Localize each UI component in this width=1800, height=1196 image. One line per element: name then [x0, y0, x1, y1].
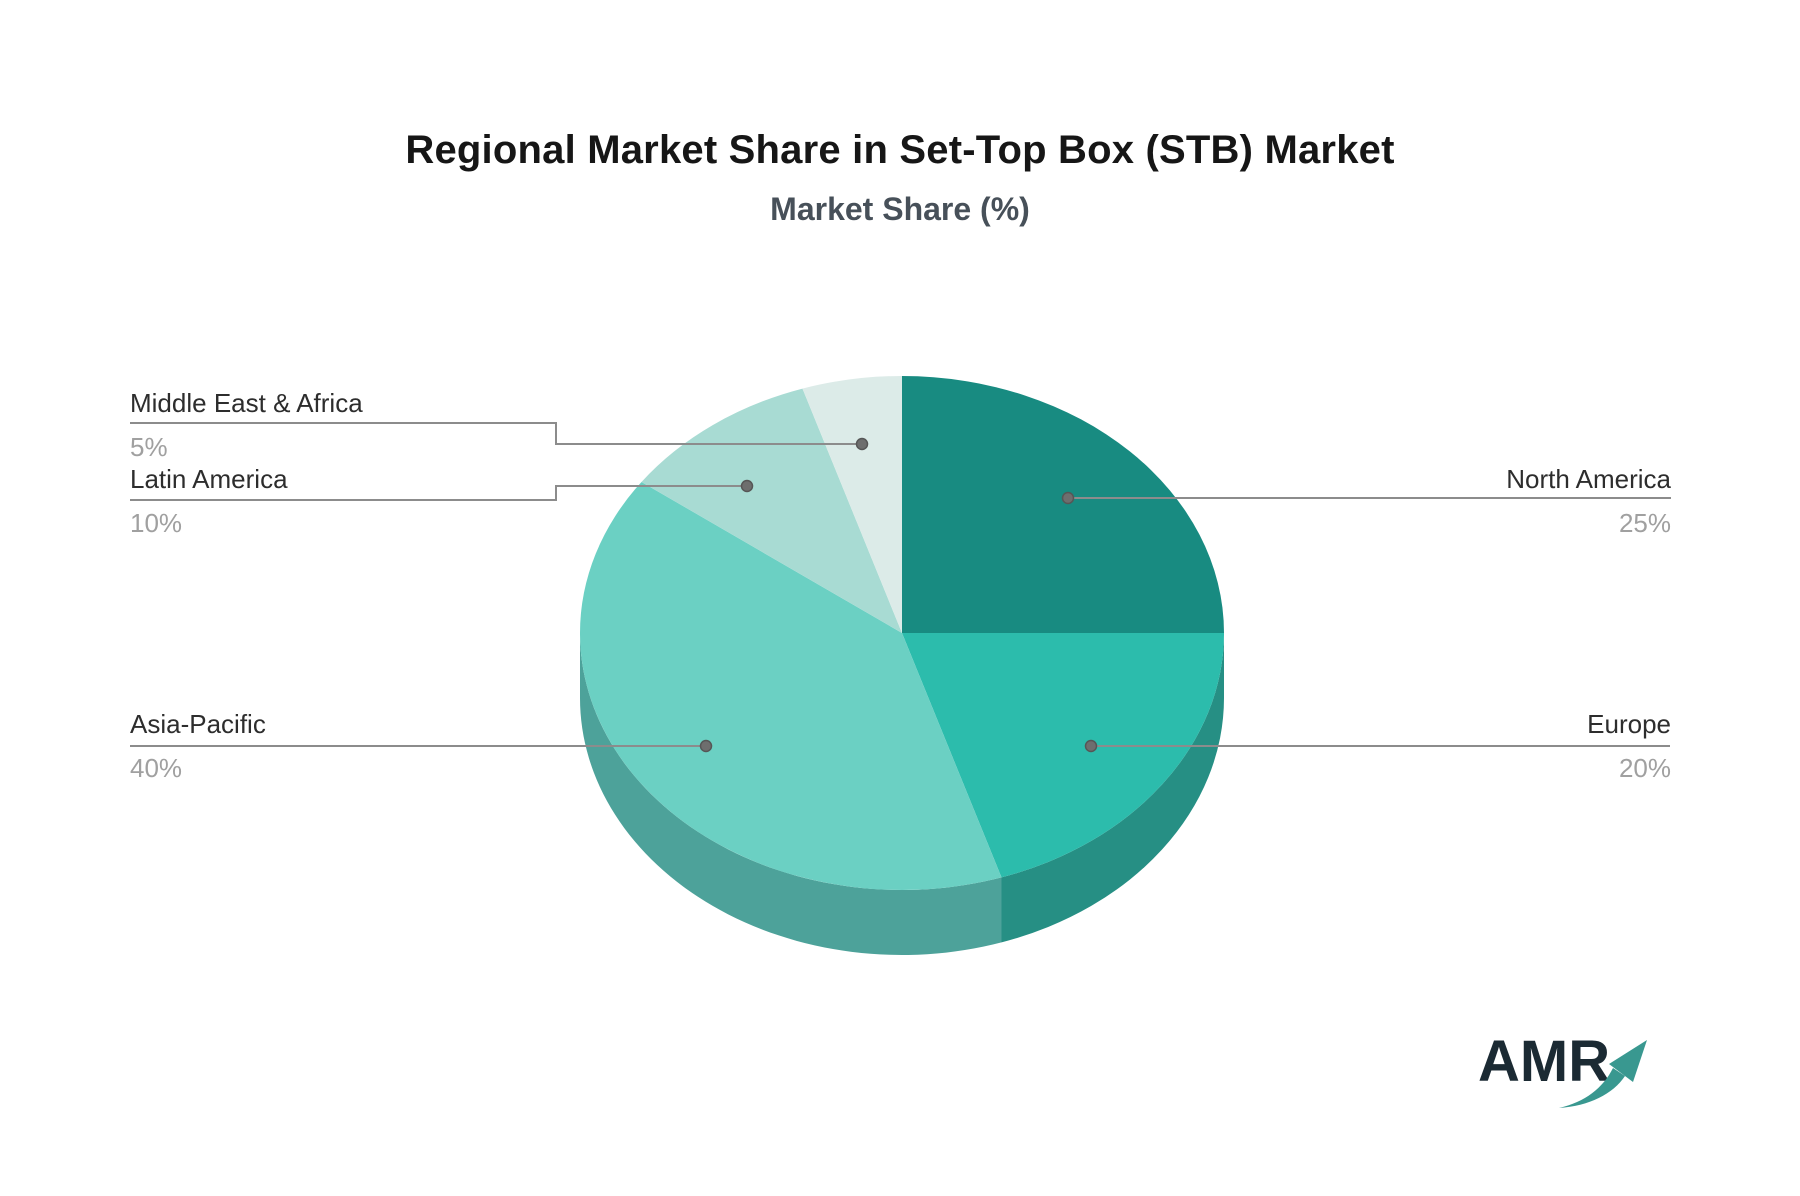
region-label: Latin America	[130, 464, 288, 494]
pie-slice-middle-east-africa[interactable]	[802, 376, 902, 633]
label-block-europe: Europe 20%	[1231, 709, 1671, 784]
chart-title: Regional Market Share in Set-Top Box (ST…	[405, 128, 1395, 172]
region-percent: 5%	[130, 432, 168, 462]
leader-dot-europe	[1084, 739, 1098, 753]
label-block-north-america: North America 25%	[1231, 464, 1671, 539]
leader-dot-middle-east-africa	[855, 437, 869, 451]
chart-subtitle: Market Share (%)	[770, 191, 1030, 227]
pie-slice-side-europe	[1001, 633, 1224, 943]
label-block-middle-east-africa: Middle East & Africa 5%	[130, 388, 570, 463]
region-label: Asia-Pacific	[130, 709, 266, 739]
leader-dot-latin-america	[740, 479, 754, 493]
region-percent: 40%	[130, 753, 183, 783]
pie-slice-side-asia-pacific	[580, 633, 1002, 955]
amr-logo: AMR	[1478, 1033, 1658, 1126]
region-percent: 25%	[1618, 508, 1671, 538]
region-label: North America	[1506, 464, 1671, 494]
region-percent: 20%	[1618, 753, 1671, 783]
pie-slice-latin-america[interactable]	[641, 388, 902, 633]
leader-dot-north-america	[1061, 491, 1075, 505]
leader-line-latin-america	[130, 485, 747, 501]
leader-line-middle-east-africa	[130, 422, 862, 445]
amr-logo-text: AMR	[1478, 1029, 1611, 1094]
region-percent: 10%	[130, 508, 183, 538]
region-label: Middle East & Africa	[130, 388, 363, 418]
amr-logo-swoosh-icon	[1559, 1040, 1647, 1108]
leader-dot-asia-pacific	[699, 739, 713, 753]
label-block-latin-america: Latin America 10%	[130, 464, 570, 539]
label-block-asia-pacific: Asia-Pacific 40%	[130, 709, 570, 784]
region-label: Europe	[1587, 709, 1671, 739]
pie-slice-europe[interactable]	[902, 633, 1224, 878]
pie-slice-asia-pacific[interactable]	[580, 481, 1002, 890]
pie-slice-north-america[interactable]	[902, 376, 1224, 633]
